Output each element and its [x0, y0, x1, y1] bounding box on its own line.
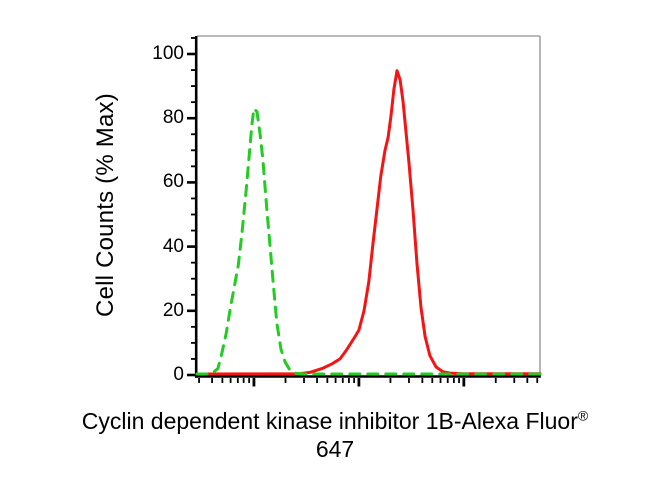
caption-line2: 647 [315, 436, 355, 462]
y-tick-label: 0 [173, 364, 184, 385]
y-axis-title: Cell Counts (% Max) [92, 93, 119, 317]
registered-trademark-icon: ® [577, 407, 589, 424]
x-axis-ticks [198, 378, 539, 387]
sample-cdkn1b-alexa647-curve [195, 69, 542, 376]
y-tick-label: 80 [162, 107, 184, 129]
y-tick-label: 40 [162, 235, 184, 257]
y-axis-ticks [187, 37, 195, 377]
y-tick-label: 20 [162, 299, 184, 321]
x-axis-caption: Cyclin dependent kinase inhibitor 1B-Ale… [0, 407, 670, 463]
y-tick-label: 60 [162, 171, 184, 193]
negative-control-curve [195, 107, 542, 376]
y-tick-label: 100 [152, 43, 184, 64]
caption-line1: Cyclin dependent kinase inhibitor 1B-Ale… [81, 408, 578, 434]
